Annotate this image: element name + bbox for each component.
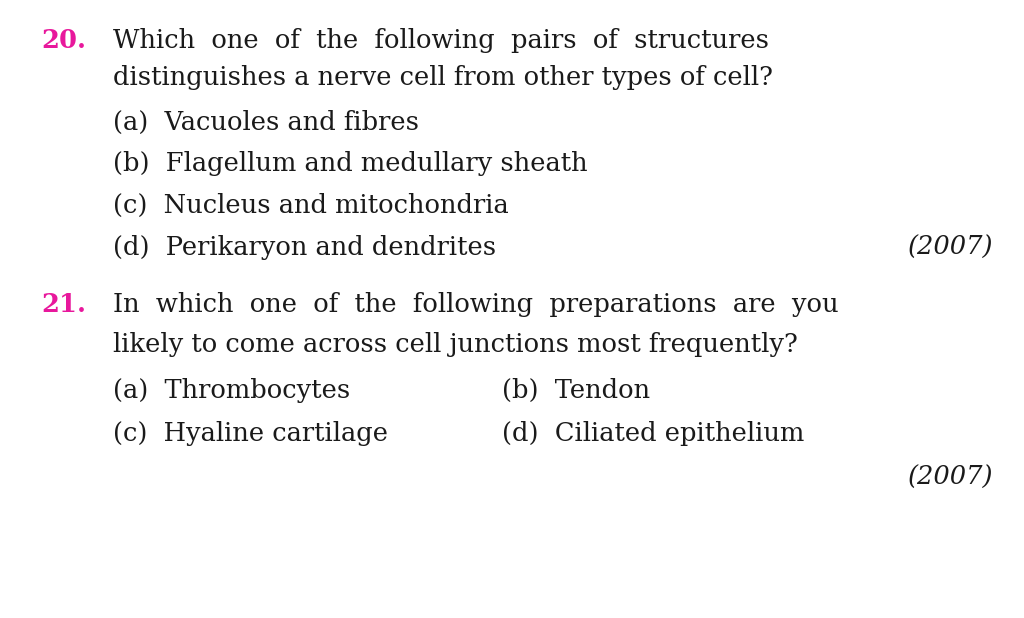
Text: (c)  Nucleus and mitochondria: (c) Nucleus and mitochondria [113,193,508,218]
Text: 20.: 20. [41,28,86,53]
Text: (2007): (2007) [908,465,993,489]
Text: 21.: 21. [41,292,86,316]
Text: likely to come across cell junctions most frequently?: likely to come across cell junctions mos… [113,332,798,357]
Text: distinguishes a nerve cell from other types of cell?: distinguishes a nerve cell from other ty… [113,65,773,90]
Text: (d)  Perikaryon and dendrites: (d) Perikaryon and dendrites [113,235,496,260]
Text: Which  one  of  the  following  pairs  of  structures: Which one of the following pairs of stru… [113,28,769,53]
Text: In  which  one  of  the  following  preparations  are  you: In which one of the following preparatio… [113,292,839,316]
Text: (c)  Hyaline cartilage: (c) Hyaline cartilage [113,421,388,446]
Text: (d)  Ciliated epithelium: (d) Ciliated epithelium [502,421,804,446]
Text: (b)  Tendon: (b) Tendon [502,378,650,403]
Text: (a)  Vacuoles and fibres: (a) Vacuoles and fibres [113,110,419,135]
Text: (2007): (2007) [908,235,993,260]
Text: (a)  Thrombocytes: (a) Thrombocytes [113,378,350,403]
Text: (b)  Flagellum and medullary sheath: (b) Flagellum and medullary sheath [113,151,588,176]
